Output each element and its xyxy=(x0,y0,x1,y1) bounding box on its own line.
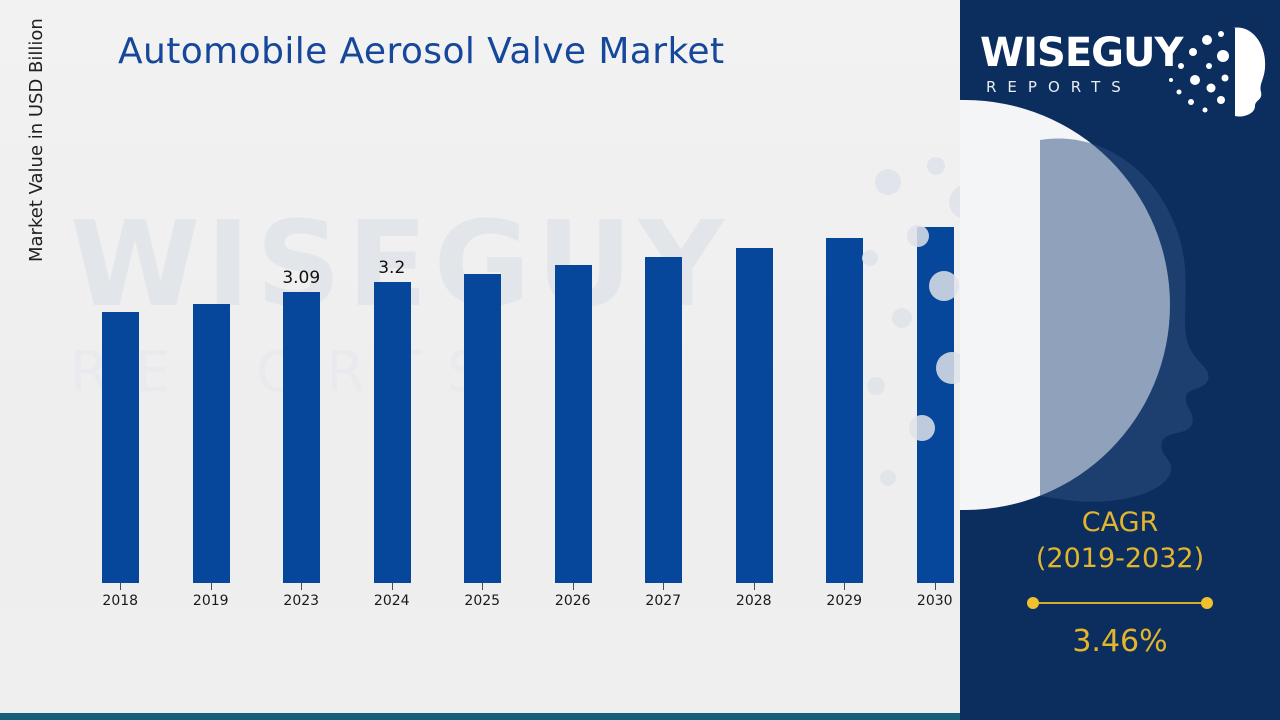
x-axis-tick-label: 2026 xyxy=(554,593,591,609)
page-title: Automobile Aerosol Valve Market xyxy=(118,31,725,72)
bottom-accent-bar xyxy=(0,713,960,720)
cagr-divider-dot-left xyxy=(1027,597,1039,610)
x-axis-tick xyxy=(482,583,483,590)
bar-chart-plot: 2018 2019 3.09 2023 3.2 2024 2025 2026 2027 2028 2… xyxy=(75,150,1135,609)
bar-group: 2028 xyxy=(709,150,800,609)
logo-wordmark: WISEGUY xyxy=(980,30,1183,76)
cagr-years: (2019-2032) xyxy=(1035,542,1205,574)
wiseguy-reports-logo: WISEGUY REPORTS xyxy=(974,27,1266,122)
bar-value-label: 3.09 xyxy=(282,268,321,289)
branding-panel: WISEGUY REPORTS xyxy=(960,0,1280,720)
bar xyxy=(554,264,592,583)
bar-group: 2029 xyxy=(799,150,890,609)
x-axis-tick xyxy=(301,583,302,590)
bar-group: 2026 xyxy=(528,150,619,609)
x-axis-tick-label: 2030 xyxy=(916,593,953,609)
cagr-divider-dot-right xyxy=(1201,597,1213,610)
y-axis-label: Market Value in USD Billion xyxy=(26,18,47,262)
x-axis-tick-label: 2025 xyxy=(464,593,501,609)
head-silhouette-icon xyxy=(1030,130,1260,510)
bar xyxy=(464,274,501,583)
x-axis-tick-label: 2018 xyxy=(102,593,139,609)
bar-group: 2019 xyxy=(166,150,257,609)
x-axis-tick xyxy=(844,583,845,590)
cagr-title: CAGR xyxy=(1081,507,1159,538)
x-axis-tick xyxy=(120,583,121,590)
x-axis-tick-label: 2024 xyxy=(373,593,410,609)
bar-group: 3.2 2024 xyxy=(347,150,438,609)
x-axis-tick xyxy=(391,583,393,590)
bar xyxy=(192,304,230,583)
x-axis-tick xyxy=(753,583,755,590)
logo-face-dots-icon xyxy=(1159,22,1274,122)
bar-group: 2025 xyxy=(437,150,528,609)
bar-group: 2027 xyxy=(618,150,709,609)
bar xyxy=(373,281,411,583)
cagr-divider xyxy=(1027,596,1213,610)
bar xyxy=(102,311,139,583)
bar xyxy=(826,238,863,583)
x-axis-tick xyxy=(663,583,664,590)
bar-group: 3.09 2023 xyxy=(256,150,347,609)
cagr-divider-line xyxy=(1033,602,1207,605)
x-axis-tick xyxy=(572,583,574,590)
x-axis-tick-label: 2019 xyxy=(192,593,229,609)
x-axis-tick xyxy=(210,583,212,590)
bar-group: 2018 xyxy=(75,150,166,609)
x-axis-tick-label: 2027 xyxy=(645,593,682,609)
x-axis-tick-label: 2028 xyxy=(735,593,772,609)
cagr-block: CAGR (2019-2032) 3.46% xyxy=(960,505,1280,659)
cagr-value: 3.46% xyxy=(1072,624,1168,660)
bar xyxy=(916,227,954,583)
bar xyxy=(283,292,320,583)
bar-value-label: 3.2 xyxy=(378,257,406,278)
bar xyxy=(735,247,773,583)
bar xyxy=(645,257,682,583)
x-axis-tick xyxy=(934,583,936,590)
logo-subtitle: REPORTS xyxy=(986,78,1132,96)
x-axis-tick-label: 2023 xyxy=(283,593,320,609)
x-axis-tick-label: 2029 xyxy=(826,593,863,609)
